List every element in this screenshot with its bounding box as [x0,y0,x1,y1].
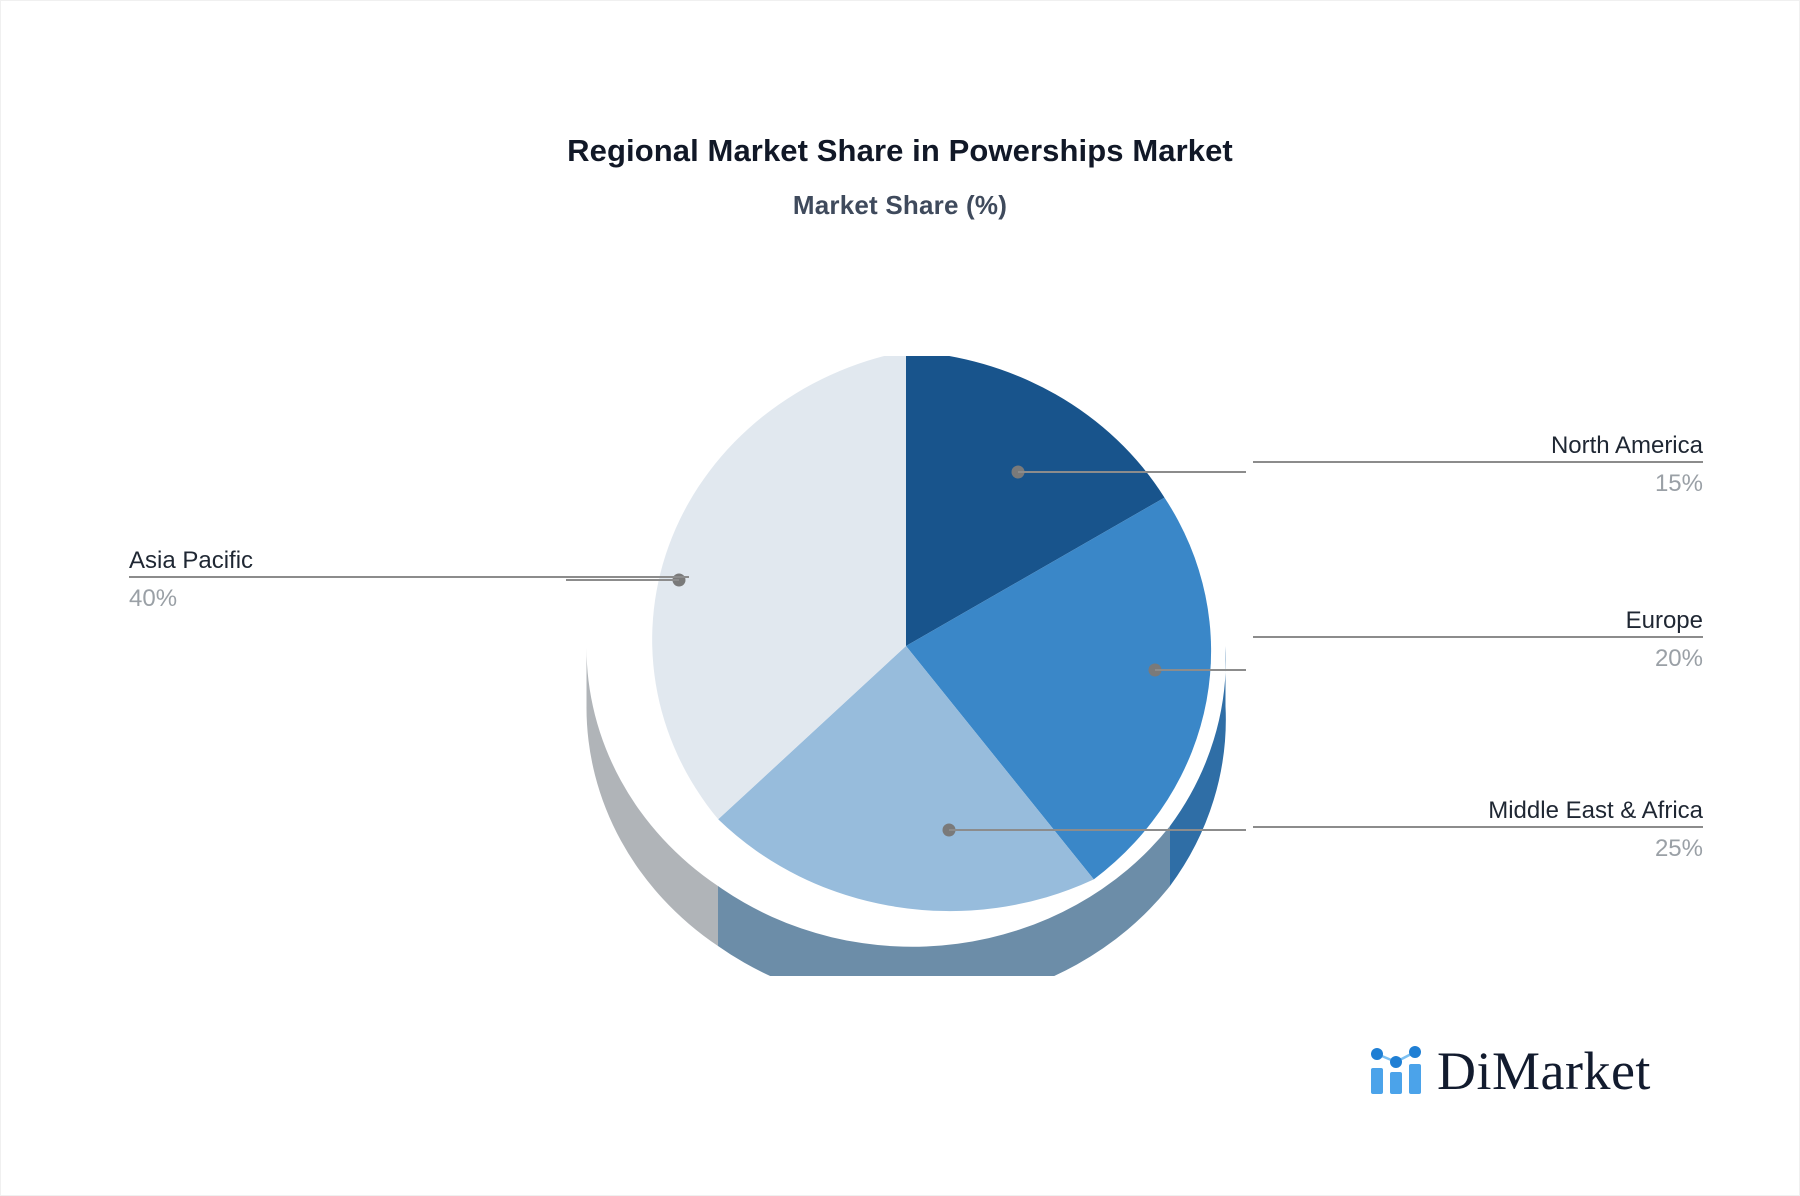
callout-middle-east-africa[interactable]: Middle East & Africa 25% [1253,796,1703,864]
callout-label-europe: Europe [1625,607,1703,634]
callout-value-asia-pacific: 40% [129,585,178,612]
pie-depth-europe [1170,646,1226,886]
brand-wordmark: DiMarket [1437,1041,1651,1101]
callout-rule-europe [1253,636,1703,638]
callout-asia-pacific[interactable]: Asia Pacific 40% [129,546,689,614]
pie-slices-group [652,356,1212,912]
pie-depth-group [586,646,1226,976]
pie-depth-middle-east-africa [718,826,1170,976]
callout-value-europe: 20% [1654,645,1703,672]
pie-chart-svg [566,356,1246,976]
pie-slice-north-america[interactable] [906,356,1165,646]
pie-slice-europe[interactable] [906,497,1212,880]
callout-rule-north-america [1253,461,1703,463]
bar-chart-dots-icon [1371,1046,1421,1094]
pie-slice-middle-east-africa[interactable] [718,646,1094,912]
brand-logo: DiMarket [1369,1044,1651,1098]
pie-slice-asia-pacific[interactable] [652,356,906,820]
chart-subtitle: Market Share (%) [792,190,1008,220]
callout-rule-middle-east-africa [1253,826,1703,828]
callout-value-north-america: 15% [1654,470,1703,497]
callout-label-middle-east-africa: Middle East & Africa [1488,797,1703,824]
callout-north-america[interactable]: North America 15% [1253,431,1703,499]
callout-value-middle-east-africa: 25% [1654,835,1703,862]
callout-rule-asia-pacific [129,576,689,578]
callout-label-asia-pacific: Asia Pacific [129,547,254,574]
callout-label-north-america: North America [1550,432,1703,459]
page-title: Regional Market Share in Powerships Mark… [567,133,1233,168]
callout-europe[interactable]: Europe 20% [1253,606,1703,674]
pie-depth-asia-pacific [586,646,718,946]
pie-leader-lines-group [566,471,1246,831]
pie-chart [566,356,1246,976]
